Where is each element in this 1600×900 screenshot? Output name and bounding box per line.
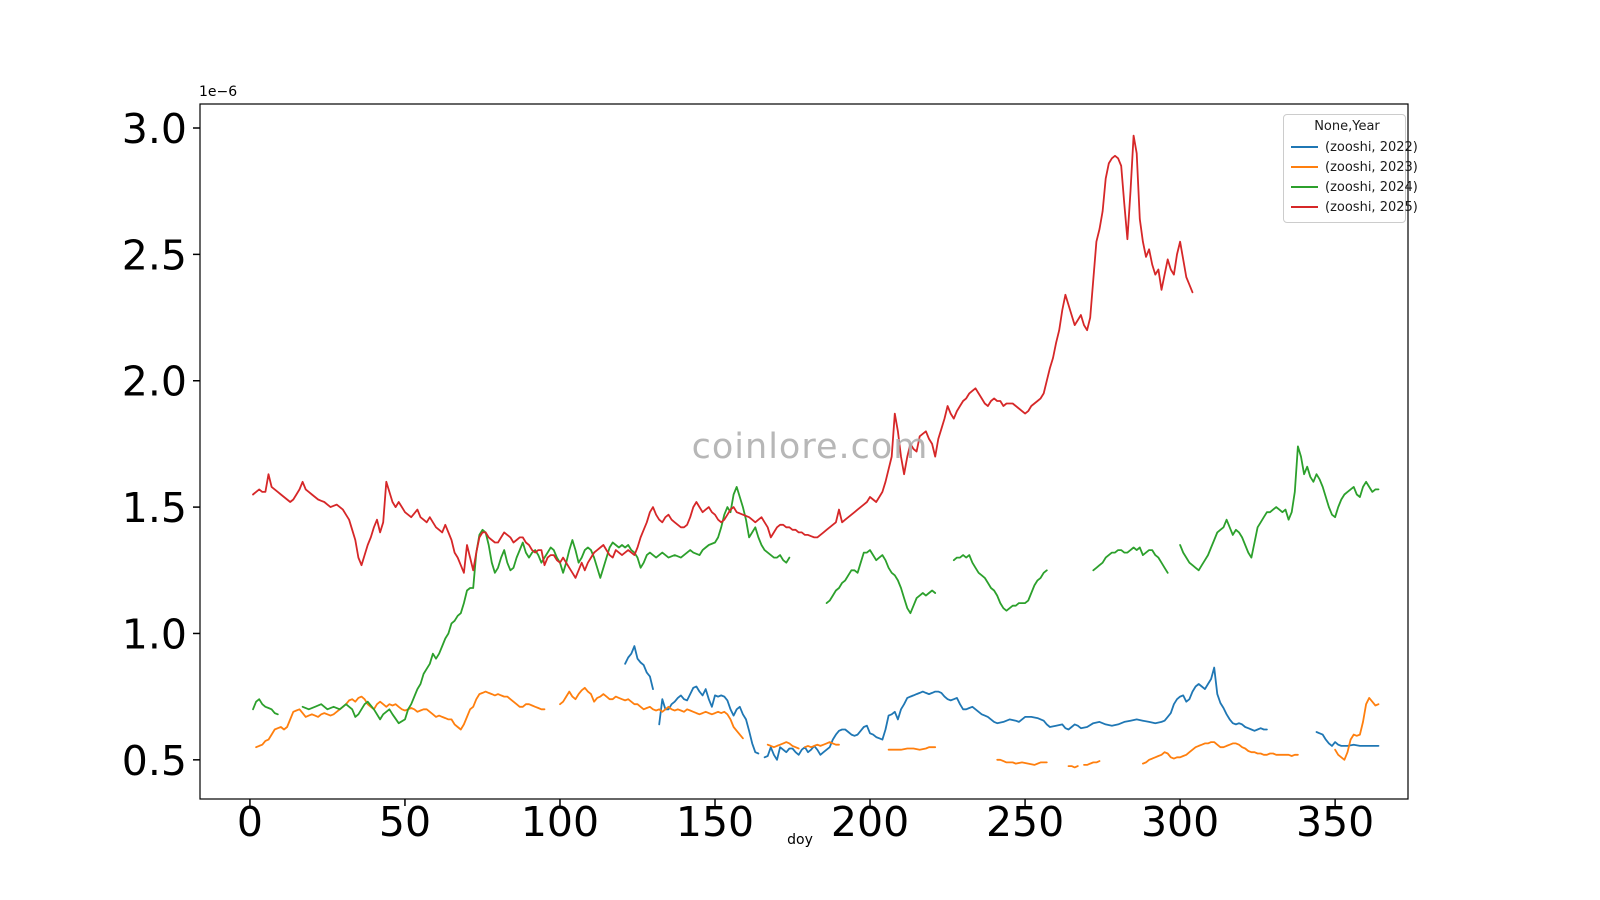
series-line-2022 [624,645,654,690]
x-tick-label: 50 [379,798,431,846]
legend-label-2022: (zooshi, 2022) [1325,139,1418,155]
legend-item-2025: (zooshi, 2025) [1291,197,1418,217]
series-line-2022 [1315,731,1380,747]
x-tick-label: 350 [1296,798,1374,846]
x-tick-label: 0 [237,798,263,846]
x-axis-label: doy [787,832,813,848]
legend-swatch-2025-icon [1291,206,1318,208]
legend-swatch-2023-icon [1291,166,1318,168]
legend-item-2023: (zooshi, 2023) [1291,157,1418,177]
legend-swatch-2024-icon [1291,186,1318,188]
series-line-2023 [766,741,800,750]
series-line-2022 [763,666,1268,761]
series-line-2024 [252,698,279,716]
x-tick-label: 200 [831,798,909,846]
y-tick-label: 1.0 [122,610,187,658]
y-tick-label: 3.0 [122,105,187,153]
series-line-2022 [658,685,760,755]
series-line-2023 [804,741,840,749]
x-tick-label: 250 [986,798,1064,846]
legend-item-2022: (zooshi, 2022) [1291,137,1418,157]
series-line-2024 [825,549,937,615]
series-line-2024 [1092,546,1169,574]
y-axis-offset-label: 1e−6 [199,84,238,100]
series-line-2023 [1334,697,1380,761]
series-line-2024 [952,554,1048,612]
y-tick-label: 2.0 [122,358,187,406]
series-line-2024 [1179,445,1380,572]
legend-swatch-2022-icon [1291,146,1318,148]
x-tick-label: 100 [521,798,599,846]
series-line-2025 [252,134,1194,579]
series-line-2023 [1142,741,1299,765]
series-line-2023 [1083,760,1101,766]
x-tick-label: 150 [676,798,754,846]
y-tick-label: 1.5 [122,484,187,532]
legend-label-2024: (zooshi, 2024) [1325,179,1418,195]
x-tick-label: 300 [1141,798,1219,846]
y-tick-label: 2.5 [122,231,187,279]
series-line-2023 [887,746,937,751]
plot-spines [199,103,1409,800]
legend-title: None,Year [1314,119,1380,134]
legend-label-2025: (zooshi, 2025) [1325,199,1418,215]
y-tick-label: 0.5 [122,737,187,785]
legend: None,Year (zooshi, 2022) (zooshi, 2023) … [1283,114,1418,223]
series-line-2023 [1067,765,1079,769]
series-line-2023 [559,686,744,740]
series-line-2023 [255,690,546,749]
legend-item-2024: (zooshi, 2024) [1291,177,1418,197]
legend-label-2023: (zooshi, 2023) [1325,159,1418,175]
watermark: coinlore.com [691,427,929,467]
series-line-2023 [996,758,1048,766]
